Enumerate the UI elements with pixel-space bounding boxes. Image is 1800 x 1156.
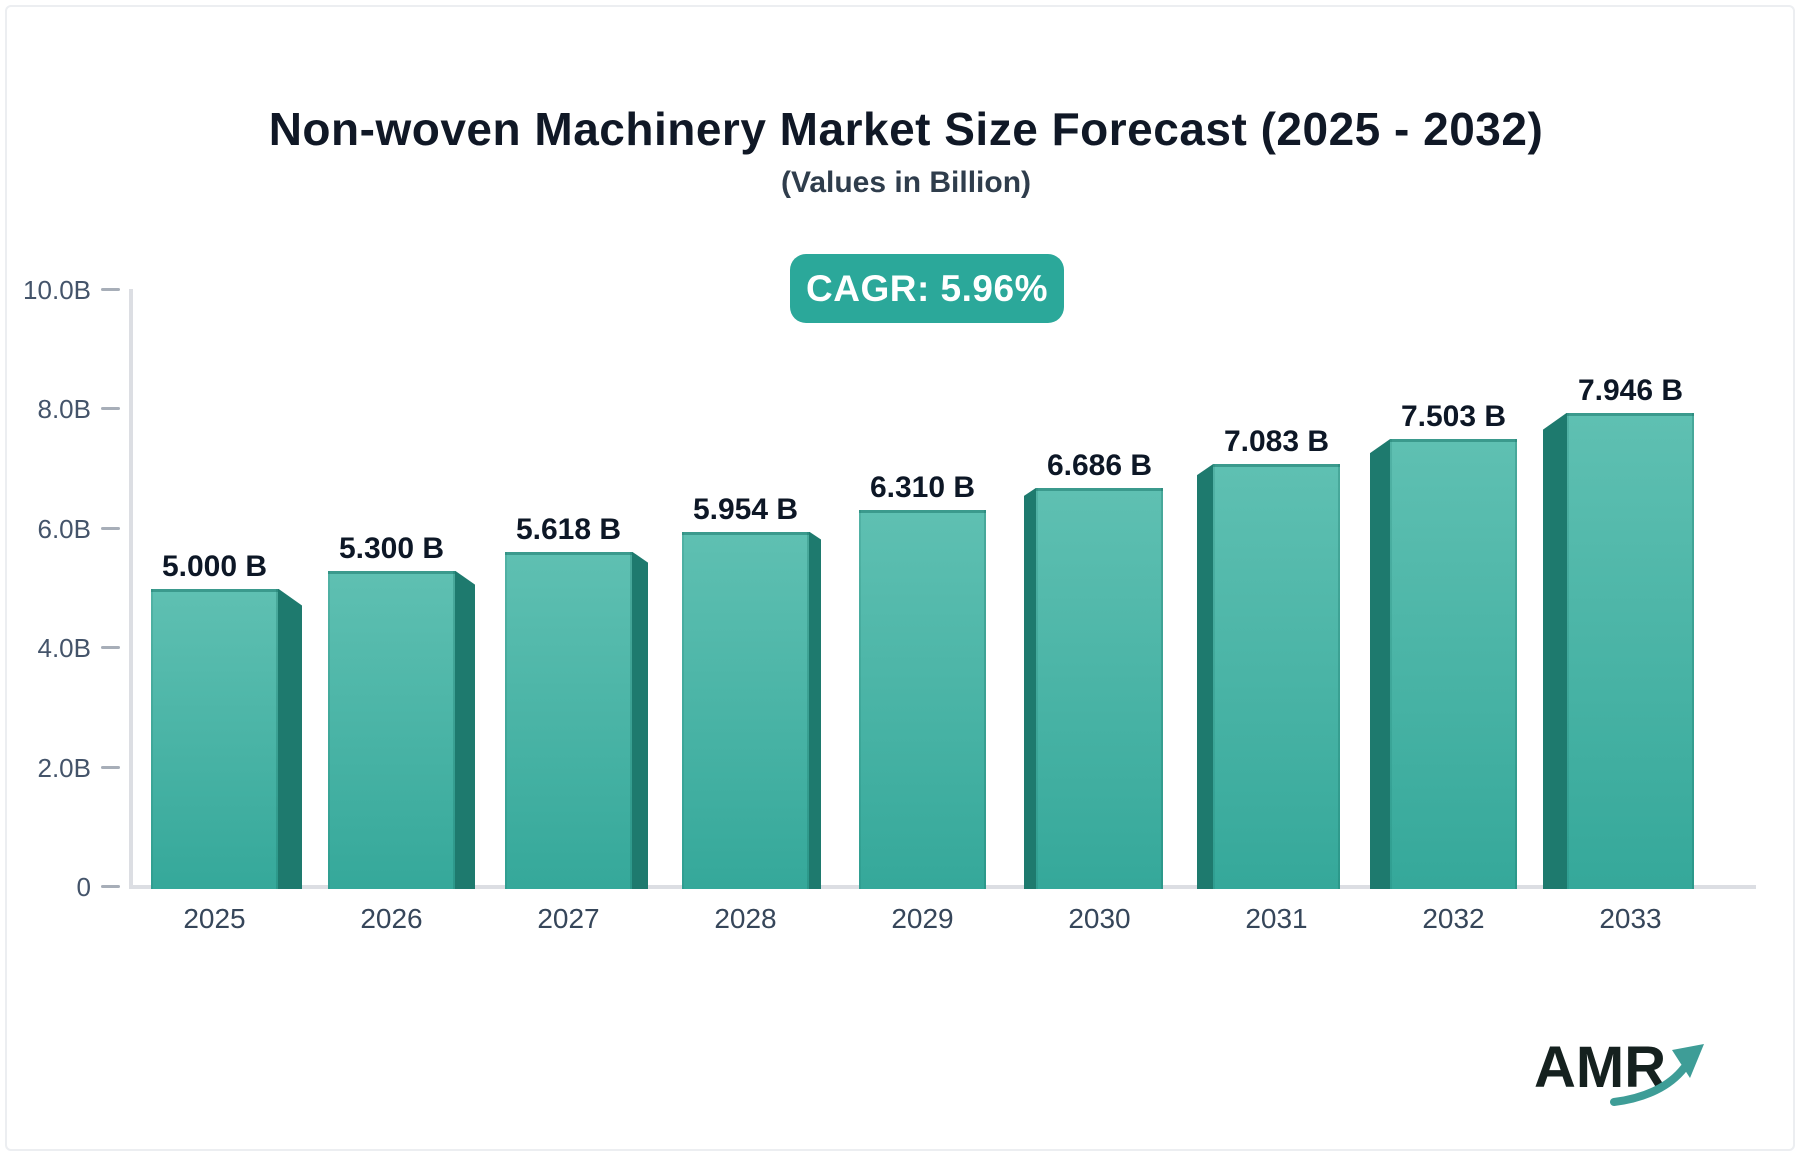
bar-value-label: 7.503 B — [1400, 400, 1507, 434]
bar-value-label: 6.310 B — [869, 471, 976, 505]
y-tick-mark — [101, 288, 120, 291]
bar-2029 — [859, 510, 986, 889]
bar-value-label: 7.083 B — [1223, 425, 1330, 459]
x-axis-label: 2029 — [891, 903, 954, 934]
bar-value-label: 6.686 B — [1046, 448, 1153, 482]
bar-value-label: 5.300 B — [338, 531, 445, 565]
growth-arrow-icon — [1610, 1044, 1704, 1106]
x-axis-label: 2026 — [360, 903, 423, 934]
bar-2033 — [1567, 412, 1694, 889]
cagr-badge: CAGR: 5.96% — [790, 254, 1064, 323]
y-tick-label: 10.0B — [23, 275, 91, 305]
y-tick-mark — [101, 885, 120, 888]
bar-value-label: 7.946 B — [1577, 373, 1684, 407]
bar-2025 — [151, 588, 278, 889]
y-tick-mark — [101, 526, 120, 530]
y-axis-line — [129, 289, 133, 889]
chart-title: Non-woven Machinery Market Size Forecast… — [268, 103, 1544, 155]
bar-2030 — [1036, 487, 1163, 889]
page-border — [5, 5, 1795, 1151]
chart-subtitle: (Values in Billion) — [780, 166, 1032, 199]
bar-2026-side — [455, 570, 475, 889]
bar-2027 — [505, 551, 632, 889]
bar-value-label: 5.954 B — [692, 492, 799, 526]
x-axis-label: 2032 — [1422, 903, 1485, 934]
bar-2025-side — [278, 588, 302, 889]
x-axis-label: 2031 — [1245, 903, 1308, 934]
amr-logo-text: AMR — [1534, 1035, 1667, 1100]
y-tick-mark — [101, 646, 120, 650]
bar-2031-side — [1197, 464, 1213, 889]
x-axis-label: 2027 — [537, 903, 600, 934]
y-tick-mark — [101, 765, 120, 769]
bar-value-label: 5.000 B — [161, 549, 268, 583]
x-axis-label: 2028 — [714, 903, 777, 934]
bar-2033-side — [1543, 412, 1567, 889]
bar-2026 — [328, 570, 455, 889]
bar-2030-side — [1024, 487, 1036, 889]
x-axis-label: 2025 — [183, 903, 246, 934]
x-axis-label: 2030 — [1068, 903, 1131, 934]
bar-2032-side — [1370, 439, 1390, 889]
y-tick-label: 2.0B — [37, 752, 92, 783]
y-tick-mark — [101, 407, 120, 411]
y-tick-label: 8.0B — [37, 394, 92, 425]
y-tick-label: 6.0B — [37, 513, 92, 544]
bar-2032 — [1390, 439, 1517, 889]
bar-2028 — [682, 531, 809, 889]
y-tick-label: 0 — [76, 872, 91, 902]
bar-2027-side — [632, 551, 648, 889]
bar-2031 — [1213, 464, 1340, 889]
bar-2028-side — [809, 531, 821, 889]
bar-value-label: 5.618 B — [515, 512, 622, 546]
y-tick-label: 4.0B — [37, 633, 92, 664]
x-axis-label: 2033 — [1599, 903, 1662, 934]
